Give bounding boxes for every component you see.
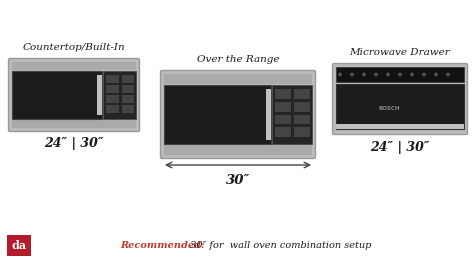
Circle shape [447, 73, 449, 76]
Bar [275, 114, 291, 124]
Bar [106, 85, 118, 93]
Text: Recommended:: Recommended: [120, 240, 205, 250]
Circle shape [399, 73, 401, 76]
Bar [103, 71, 136, 119]
Bar [106, 105, 118, 113]
Circle shape [423, 73, 425, 76]
FancyBboxPatch shape [9, 58, 139, 132]
Text: 30″: 30″ [226, 174, 250, 187]
Circle shape [363, 73, 365, 76]
Bar [121, 75, 134, 83]
Bar [275, 102, 291, 112]
Text: 24″ | 30″: 24″ | 30″ [44, 138, 104, 150]
Bar [12, 120, 136, 128]
Bar [121, 85, 134, 93]
Bar [273, 85, 312, 144]
Text: 24″ | 30″: 24″ | 30″ [370, 140, 430, 154]
Circle shape [387, 73, 389, 76]
Text: BOSCH: BOSCH [379, 106, 400, 111]
Circle shape [435, 73, 437, 76]
Bar [7, 235, 31, 256]
Bar [164, 145, 312, 155]
Bar [294, 102, 310, 112]
Circle shape [339, 73, 341, 76]
Bar [164, 85, 272, 144]
Bar [336, 124, 464, 129]
Text: Countertop/Built-In: Countertop/Built-In [23, 43, 125, 52]
Bar [336, 67, 464, 82]
Bar [12, 71, 102, 119]
Bar [275, 127, 291, 137]
Circle shape [411, 73, 413, 76]
Bar [336, 84, 464, 129]
Bar [294, 127, 310, 137]
Circle shape [351, 73, 353, 76]
Bar [164, 74, 312, 84]
Bar [12, 62, 136, 70]
Bar [97, 75, 102, 115]
Circle shape [375, 73, 377, 76]
Bar [294, 114, 310, 124]
Bar [294, 89, 310, 99]
Text: Microwave Drawer: Microwave Drawer [350, 48, 450, 57]
Bar [275, 89, 291, 99]
Text: Over the Range: Over the Range [197, 55, 279, 64]
Bar [121, 95, 134, 103]
Bar [121, 105, 134, 113]
Bar [266, 89, 272, 140]
Bar [106, 75, 118, 83]
FancyBboxPatch shape [332, 63, 467, 134]
Bar [106, 95, 118, 103]
Text: da: da [11, 240, 27, 251]
FancyBboxPatch shape [161, 70, 316, 159]
Text: 30″ for  wall oven combination setup: 30″ for wall oven combination setup [187, 240, 371, 250]
